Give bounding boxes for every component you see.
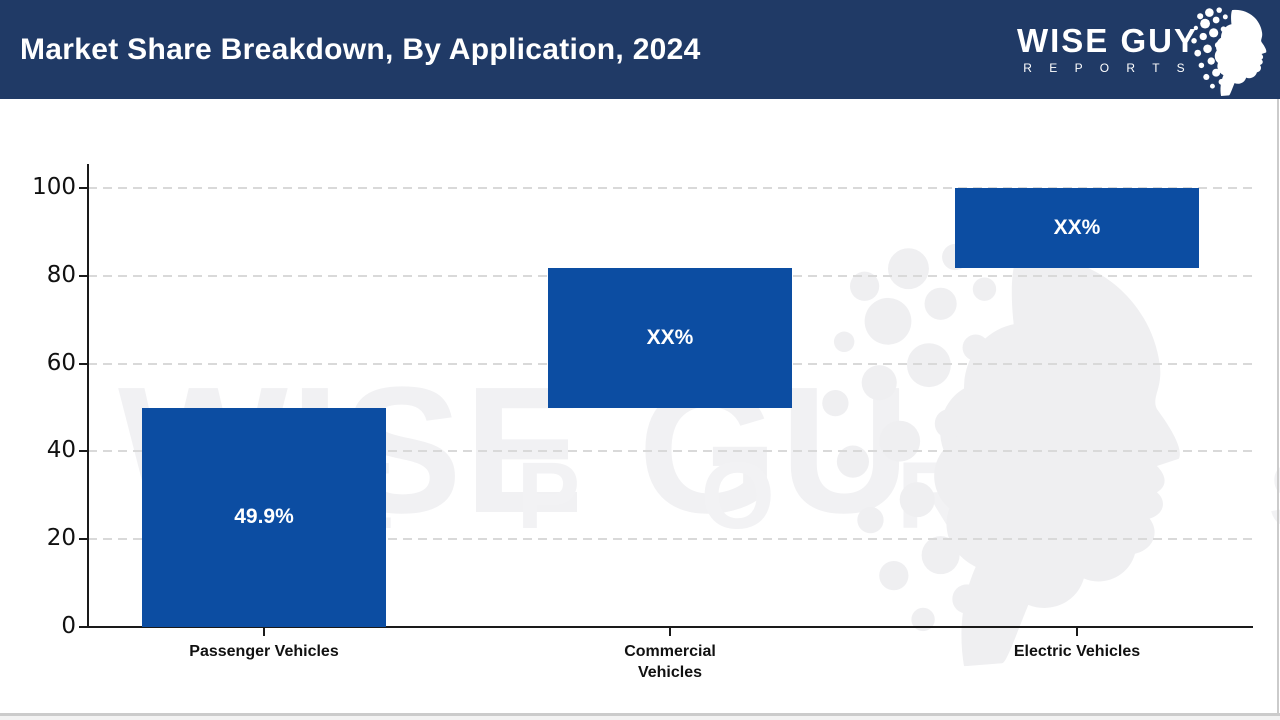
x-axis-category-label-electric-vehicles: Electric Vehicles bbox=[957, 641, 1197, 662]
y-axis-tick-label-100: 100 bbox=[32, 174, 76, 200]
bar-value-label: XX% bbox=[646, 325, 694, 349]
y-axis-tick-label-60: 60 bbox=[46, 349, 76, 376]
y-axis-tick-label-40: 40 bbox=[46, 437, 76, 464]
x-axis-category-label-commercial-vehicles: Commercial Vehicles bbox=[550, 641, 790, 683]
x-axis-tick-commercial-vehicles bbox=[669, 628, 671, 636]
bar-passenger-vehicles: 49.9% bbox=[142, 407, 386, 627]
y-axis-tick-0 bbox=[79, 626, 88, 628]
y-axis-tick-label-20: 20 bbox=[46, 525, 76, 552]
y-axis-tick-label-0: 0 bbox=[61, 613, 76, 639]
bar-electric-vehicles: XX% bbox=[955, 188, 1199, 268]
gridline-100 bbox=[88, 187, 1253, 189]
page-bottom-border bbox=[0, 713, 1280, 716]
page-bottom-strip bbox=[0, 716, 1280, 720]
y-axis-tick-20 bbox=[79, 538, 88, 541]
gridline-40 bbox=[88, 450, 1253, 453]
y-axis-tick-40 bbox=[79, 450, 88, 453]
category-label-line: Electric Vehicles bbox=[1013, 643, 1141, 660]
gridline-20 bbox=[88, 538, 1253, 541]
brand-logo: WISE GUY R E P O R T S bbox=[1017, 0, 1274, 99]
brand-name: WISE GUY bbox=[1016, 22, 1198, 59]
page-right-border bbox=[1277, 99, 1279, 716]
y-axis-tick-80 bbox=[79, 274, 88, 277]
y-axis-tick-60 bbox=[79, 362, 88, 365]
brand-subname: R E P O R T S bbox=[1023, 61, 1192, 75]
y-axis-tick-100 bbox=[79, 187, 88, 189]
category-label-line: Vehicles bbox=[637, 664, 703, 681]
header-bar: Market Share Breakdown, By Application, … bbox=[0, 0, 1280, 99]
category-label-line: Commercial bbox=[624, 643, 716, 660]
brand-logo-text: WISE GUY R E P O R T S bbox=[1017, 24, 1198, 75]
x-axis-line bbox=[87, 626, 1253, 628]
category-label-line: Passenger Vehicles bbox=[189, 643, 339, 660]
page-title: Market Share Breakdown, By Application, … bbox=[20, 32, 701, 66]
bar-value-label: 49.9% bbox=[234, 505, 294, 529]
x-axis-tick-electric-vehicles bbox=[1076, 628, 1078, 636]
x-axis-tick-passenger-vehicles bbox=[263, 628, 265, 636]
x-axis-category-label-passenger-vehicles: Passenger Vehicles bbox=[144, 641, 384, 662]
y-axis-tick-label-80: 80 bbox=[46, 261, 76, 288]
bar-value-label: XX% bbox=[1053, 215, 1101, 239]
y-axis-line bbox=[87, 164, 89, 628]
bar-commercial-vehicles: XX% bbox=[548, 267, 792, 408]
